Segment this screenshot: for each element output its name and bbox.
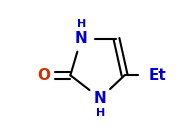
Text: H: H: [77, 19, 86, 29]
Text: H: H: [96, 108, 105, 118]
Text: Et: Et: [149, 68, 167, 83]
Text: O: O: [37, 68, 50, 83]
Text: N: N: [94, 91, 107, 106]
Text: N: N: [75, 31, 88, 46]
